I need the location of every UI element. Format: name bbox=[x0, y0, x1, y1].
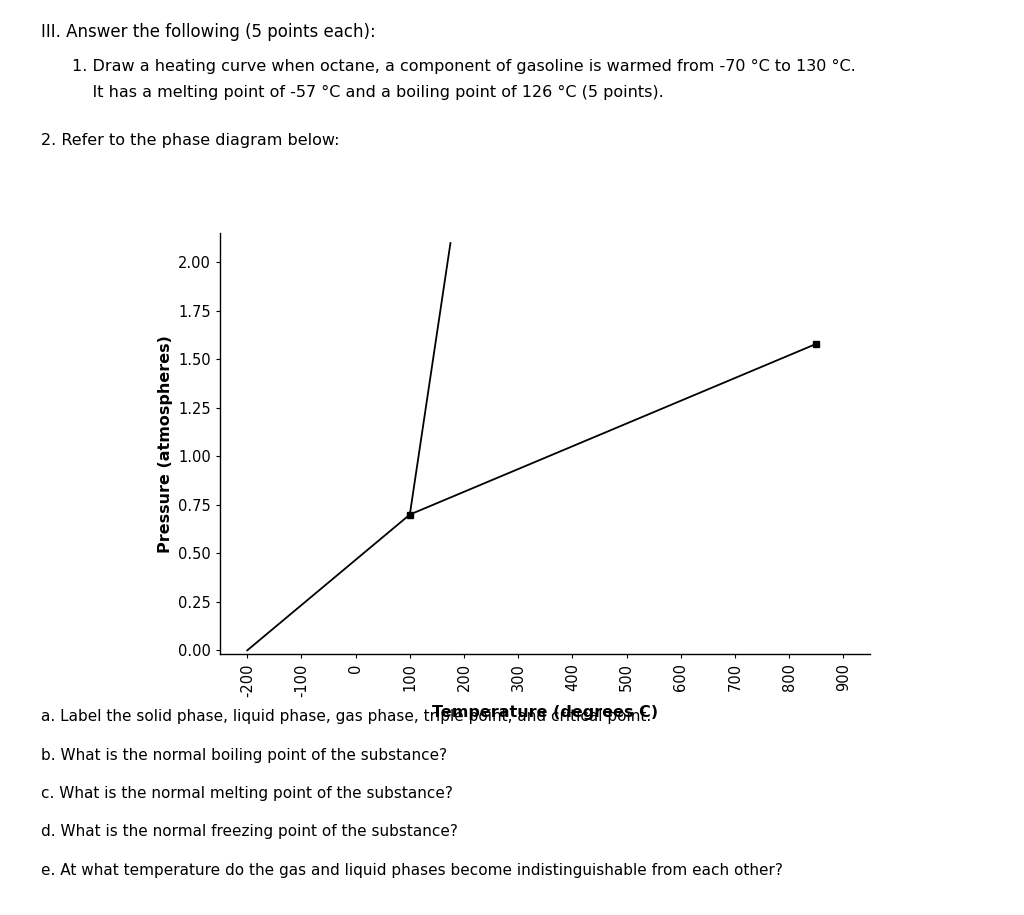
Text: 2. Refer to the phase diagram below:: 2. Refer to the phase diagram below: bbox=[41, 133, 340, 147]
Text: It has a melting point of -57 °C and a boiling point of 126 °C (5 points).: It has a melting point of -57 °C and a b… bbox=[72, 85, 664, 100]
X-axis label: Temperature (degrees C): Temperature (degrees C) bbox=[432, 705, 658, 720]
Text: b. What is the normal boiling point of the substance?: b. What is the normal boiling point of t… bbox=[41, 748, 447, 762]
Text: a. Label the solid phase, liquid phase, gas phase, triple point, and critical po: a. Label the solid phase, liquid phase, … bbox=[41, 709, 651, 724]
Text: d. What is the normal freezing point of the substance?: d. What is the normal freezing point of … bbox=[41, 824, 458, 839]
Text: e. At what temperature do the gas and liquid phases become indistinguishable fro: e. At what temperature do the gas and li… bbox=[41, 863, 782, 877]
Text: 1. Draw a heating curve when octane, a component of gasoline is warmed from -70 : 1. Draw a heating curve when octane, a c… bbox=[72, 59, 855, 74]
Text: III. Answer the following (5 points each):: III. Answer the following (5 points each… bbox=[41, 23, 376, 41]
Text: c. What is the normal melting point of the substance?: c. What is the normal melting point of t… bbox=[41, 786, 453, 801]
Y-axis label: Pressure (atmospheres): Pressure (atmospheres) bbox=[158, 335, 173, 553]
